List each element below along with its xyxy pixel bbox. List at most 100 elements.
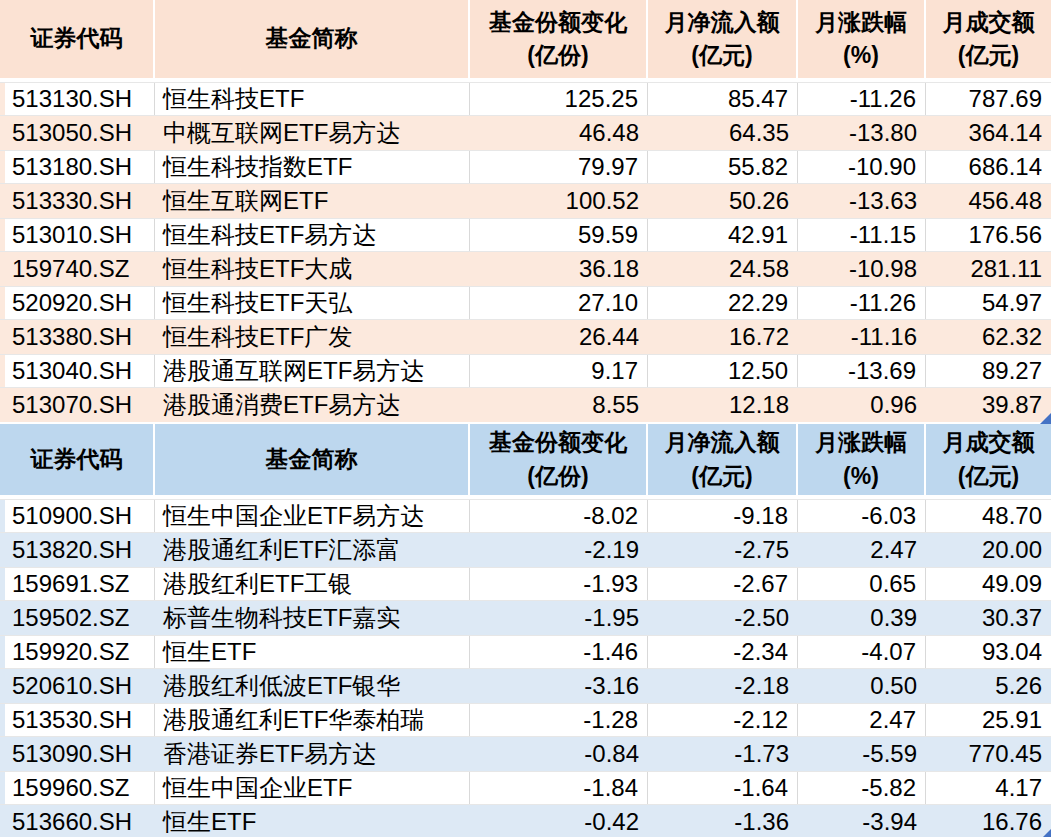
share_change-cell[interactable]: 46.48 bbox=[470, 116, 648, 150]
code-cell[interactable]: 513010.SH bbox=[5, 219, 155, 251]
code-cell[interactable]: 159960.SZ bbox=[5, 772, 155, 804]
share_change-cell[interactable]: 8.55 bbox=[470, 388, 648, 422]
turnover-cell[interactable]: 54.97 bbox=[926, 287, 1051, 319]
header-name[interactable]: 基金简称 bbox=[155, 424, 470, 495]
net_inflow-cell[interactable]: 64.35 bbox=[648, 116, 798, 150]
share_change-cell[interactable]: -0.42 bbox=[470, 805, 648, 837]
pct_change-cell[interactable]: -3.94 bbox=[798, 805, 926, 837]
net_inflow-cell[interactable]: -2.18 bbox=[648, 669, 798, 703]
pct_change-cell[interactable]: -13.69 bbox=[798, 355, 926, 387]
turnover-cell[interactable]: 686.14 bbox=[926, 151, 1051, 183]
turnover-cell[interactable]: 456.48 bbox=[926, 184, 1051, 218]
header-net_inflow[interactable]: 月净流入额(亿元) bbox=[648, 0, 798, 78]
turnover-cell[interactable]: 16.76 bbox=[926, 805, 1051, 837]
net_inflow-cell[interactable]: -2.12 bbox=[648, 704, 798, 736]
net_inflow-cell[interactable]: -2.50 bbox=[648, 601, 798, 635]
share_change-cell[interactable]: -8.02 bbox=[470, 500, 648, 532]
pct_change-cell[interactable]: -4.07 bbox=[798, 636, 926, 668]
turnover-cell[interactable]: 364.14 bbox=[926, 116, 1051, 150]
name-cell[interactable]: 港股通红利ETF汇添富 bbox=[155, 533, 470, 567]
share_change-cell[interactable]: 59.59 bbox=[470, 219, 648, 251]
share_change-cell[interactable]: 125.25 bbox=[470, 83, 648, 115]
turnover-cell[interactable]: 49.09 bbox=[926, 568, 1051, 600]
net_inflow-cell[interactable]: -9.18 bbox=[648, 500, 798, 532]
net_inflow-cell[interactable]: 12.18 bbox=[648, 388, 798, 422]
pct_change-cell[interactable]: -13.63 bbox=[798, 184, 926, 218]
turnover-cell[interactable]: 176.56 bbox=[926, 219, 1051, 251]
fill-handle[interactable] bbox=[1040, 829, 1051, 837]
header-share_change[interactable]: 基金份额变化(亿份) bbox=[470, 0, 648, 78]
header-pct_change[interactable]: 月涨跌幅(%) bbox=[798, 0, 926, 78]
code-cell[interactable]: 520920.SH bbox=[5, 287, 155, 319]
pct_change-cell[interactable]: 0.39 bbox=[798, 601, 926, 635]
share_change-cell[interactable]: 79.97 bbox=[470, 151, 648, 183]
pct_change-cell[interactable]: -5.59 bbox=[798, 737, 926, 771]
net_inflow-cell[interactable]: 16.72 bbox=[648, 320, 798, 354]
turnover-cell[interactable]: 62.32 bbox=[926, 320, 1051, 354]
share_change-cell[interactable]: 100.52 bbox=[470, 184, 648, 218]
code-cell[interactable]: 513050.SH bbox=[5, 116, 155, 150]
pct_change-cell[interactable]: 0.65 bbox=[798, 568, 926, 600]
net_inflow-cell[interactable]: 42.91 bbox=[648, 219, 798, 251]
turnover-cell[interactable]: 89.27 bbox=[926, 355, 1051, 387]
net_inflow-cell[interactable]: 55.82 bbox=[648, 151, 798, 183]
net_inflow-cell[interactable]: 12.50 bbox=[648, 355, 798, 387]
code-cell[interactable]: 513660.SH bbox=[5, 805, 155, 837]
net_inflow-cell[interactable]: 50.26 bbox=[648, 184, 798, 218]
turnover-cell[interactable]: 5.26 bbox=[926, 669, 1051, 703]
name-cell[interactable]: 恒生科技ETF广发 bbox=[155, 320, 470, 354]
header-pct_change[interactable]: 月涨跌幅(%) bbox=[798, 424, 926, 495]
name-cell[interactable]: 恒生科技指数ETF bbox=[155, 151, 470, 183]
pct_change-cell[interactable]: 2.47 bbox=[798, 533, 926, 567]
turnover-cell[interactable]: 787.69 bbox=[926, 83, 1051, 115]
share_change-cell[interactable]: 26.44 bbox=[470, 320, 648, 354]
code-cell[interactable]: 513130.SH bbox=[5, 83, 155, 115]
code-cell[interactable]: 513070.SH bbox=[5, 388, 155, 422]
net_inflow-cell[interactable]: -2.67 bbox=[648, 568, 798, 600]
code-cell[interactable]: 510900.SH bbox=[5, 500, 155, 532]
pct_change-cell[interactable]: -11.26 bbox=[798, 83, 926, 115]
header-turnover[interactable]: 月成交额(亿元) bbox=[926, 424, 1051, 495]
code-cell[interactable]: 159502.SZ bbox=[5, 601, 155, 635]
code-cell[interactable]: 520610.SH bbox=[5, 669, 155, 703]
pct_change-cell[interactable]: -11.15 bbox=[798, 219, 926, 251]
pct_change-cell[interactable]: -10.90 bbox=[798, 151, 926, 183]
net_inflow-cell[interactable]: -2.34 bbox=[648, 636, 798, 668]
name-cell[interactable]: 标普生物科技ETF嘉实 bbox=[155, 601, 470, 635]
name-cell[interactable]: 港股红利低波ETF银华 bbox=[155, 669, 470, 703]
code-cell[interactable]: 513330.SH bbox=[5, 184, 155, 218]
name-cell[interactable]: 港股通消费ETF易方达 bbox=[155, 388, 470, 422]
turnover-cell[interactable]: 4.17 bbox=[926, 772, 1051, 804]
header-code[interactable]: 证券代码 bbox=[0, 424, 155, 495]
net_inflow-cell[interactable]: -2.75 bbox=[648, 533, 798, 567]
name-cell[interactable]: 中概互联网ETF易方达 bbox=[155, 116, 470, 150]
share_change-cell[interactable]: -1.46 bbox=[470, 636, 648, 668]
net_inflow-cell[interactable]: -1.64 bbox=[648, 772, 798, 804]
share_change-cell[interactable]: -1.95 bbox=[470, 601, 648, 635]
name-cell[interactable]: 恒生ETF bbox=[155, 636, 470, 668]
pct_change-cell[interactable]: 2.47 bbox=[798, 704, 926, 736]
pct_change-cell[interactable]: -5.82 bbox=[798, 772, 926, 804]
share_change-cell[interactable]: -0.84 bbox=[470, 737, 648, 771]
share_change-cell[interactable]: 9.17 bbox=[470, 355, 648, 387]
pct_change-cell[interactable]: -13.80 bbox=[798, 116, 926, 150]
net_inflow-cell[interactable]: -1.36 bbox=[648, 805, 798, 837]
header-turnover[interactable]: 月成交额(亿元) bbox=[926, 0, 1051, 78]
name-cell[interactable]: 恒生科技ETF bbox=[155, 83, 470, 115]
name-cell[interactable]: 恒生科技ETF天弘 bbox=[155, 287, 470, 319]
code-cell[interactable]: 513530.SH bbox=[5, 704, 155, 736]
header-net_inflow[interactable]: 月净流入额(亿元) bbox=[648, 424, 798, 495]
share_change-cell[interactable]: -1.93 bbox=[470, 568, 648, 600]
name-cell[interactable]: 港股通互联网ETF易方达 bbox=[155, 355, 470, 387]
pct_change-cell[interactable]: -11.16 bbox=[798, 320, 926, 354]
turnover-cell[interactable]: 30.37 bbox=[926, 601, 1051, 635]
name-cell[interactable]: 恒生ETF bbox=[155, 805, 470, 837]
net_inflow-cell[interactable]: 22.29 bbox=[648, 287, 798, 319]
share_change-cell[interactable]: -1.84 bbox=[470, 772, 648, 804]
turnover-cell[interactable]: 20.00 bbox=[926, 533, 1051, 567]
name-cell[interactable]: 港股红利ETF工银 bbox=[155, 568, 470, 600]
code-cell[interactable]: 159920.SZ bbox=[5, 636, 155, 668]
name-cell[interactable]: 恒生科技ETF大成 bbox=[155, 252, 470, 286]
net_inflow-cell[interactable]: -1.73 bbox=[648, 737, 798, 771]
share_change-cell[interactable]: 36.18 bbox=[470, 252, 648, 286]
